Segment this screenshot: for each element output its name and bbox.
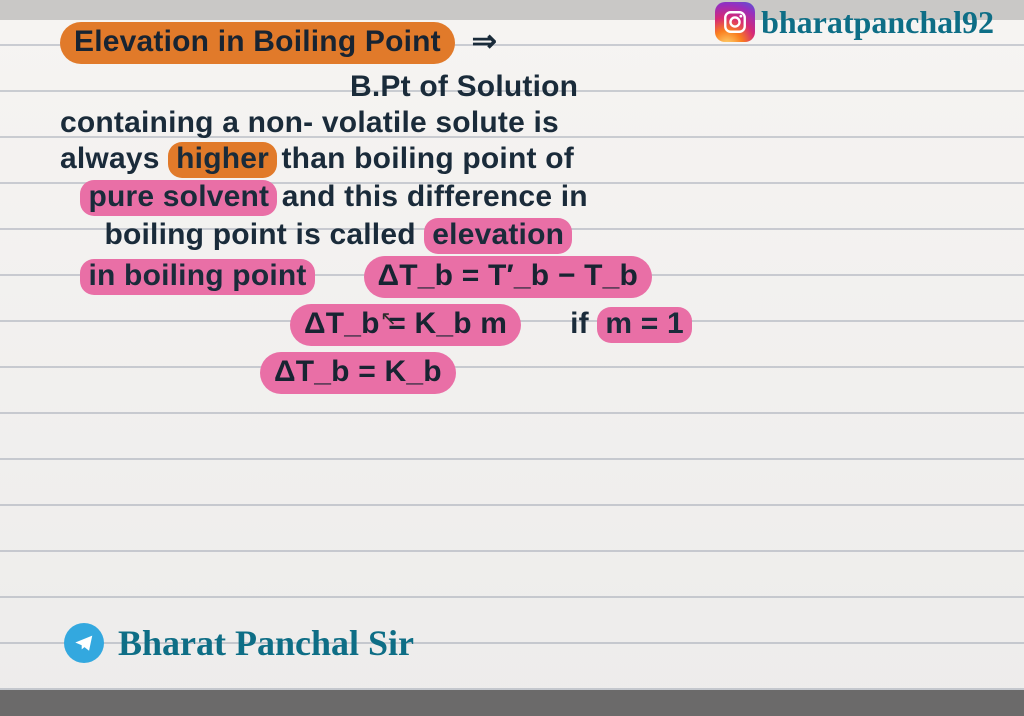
signature-label: Bharat Panchal Sir	[118, 623, 414, 663]
signature-text: Bharat Panchal Sir	[118, 622, 414, 664]
eq1: ΔT_b = T′_b − T_b	[364, 256, 653, 298]
bottom-shadow	[0, 690, 1024, 716]
cond-hl: m = 1	[597, 307, 692, 343]
title-pill: Elevation in Boiling Point	[60, 22, 455, 64]
telegram-icon	[64, 623, 104, 663]
signature: Bharat Panchal Sir	[64, 622, 414, 664]
cond-if: if	[570, 307, 597, 340]
line2: containing a non- volatile solute is	[60, 106, 559, 139]
eq2: ΔT_b = K_b m	[290, 304, 521, 346]
line5-hl: elevation	[424, 218, 572, 254]
line4-hl: pure solvent	[80, 180, 277, 216]
line3b: than boiling point of	[281, 142, 573, 175]
line6-hl: in boiling point	[80, 259, 314, 295]
line5a: boiling point is called	[104, 218, 424, 251]
note-content: Elevation in Boiling Point ⇒ B.Pt of Sol…	[0, 0, 1024, 394]
line1-right: B.Pt of Solution	[350, 70, 578, 103]
eq3: ΔT_b = K_b	[260, 352, 456, 394]
line4b: and this difference in	[282, 180, 588, 213]
line3a: always	[60, 142, 168, 175]
notebook-page: bharatpanchal92 Elevation in Boiling Poi…	[0, 0, 1024, 716]
line3-hl: higher	[168, 142, 277, 178]
title-arrow: ⇒	[472, 25, 497, 58]
